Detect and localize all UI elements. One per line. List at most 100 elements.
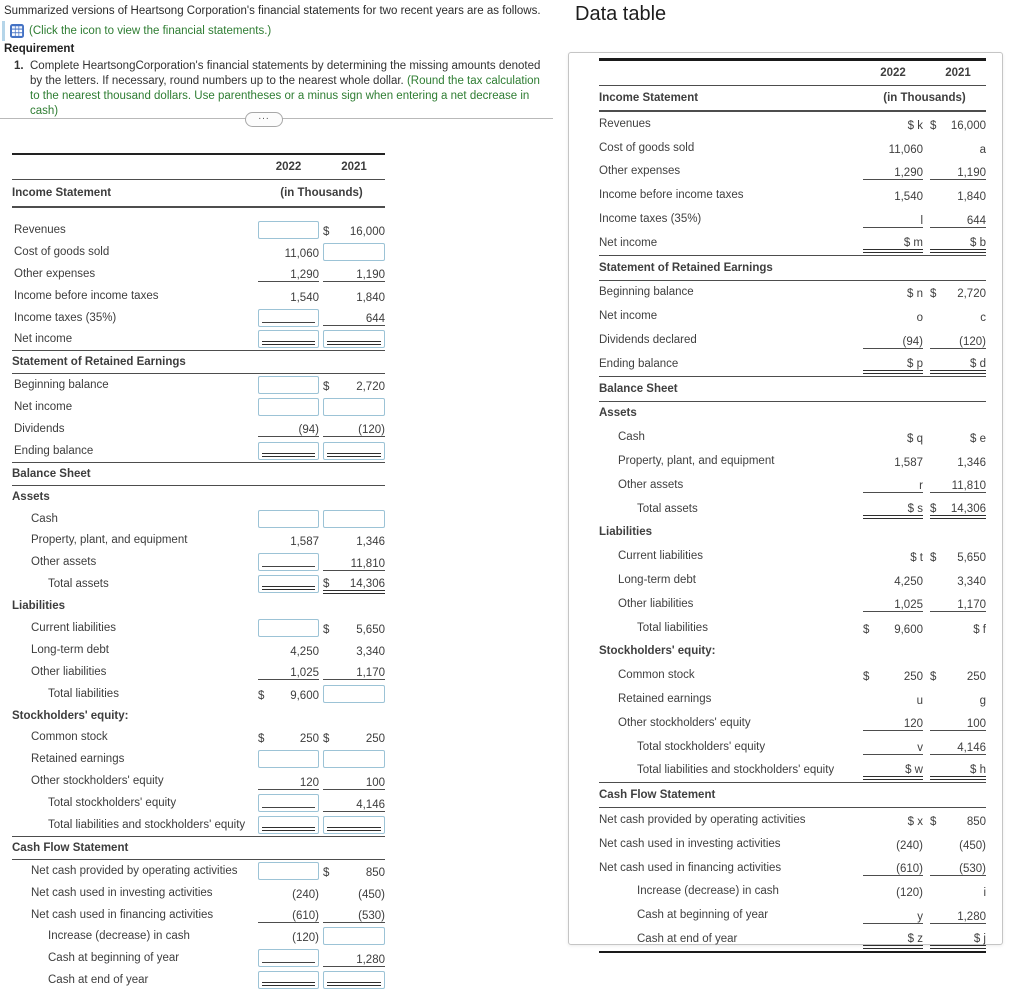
value-cell: $ w xyxy=(863,760,923,781)
cell-value: $ b xyxy=(970,236,986,249)
table-row: Total assets $ s $14,306 xyxy=(599,497,986,521)
answer-input[interactable] xyxy=(258,618,319,637)
table-row: Other assets r 11,810 xyxy=(599,473,986,497)
cell-value: (120) xyxy=(959,335,986,348)
table-row: Cash at end of year $ z $ j xyxy=(599,927,986,951)
table-row: Cost of goods sold 11,060 a xyxy=(599,136,986,160)
row-label: Other expenses xyxy=(599,165,681,178)
answer-input[interactable] xyxy=(323,441,385,460)
double-rule-mark xyxy=(327,826,381,831)
value-cell: 1,540 xyxy=(863,187,923,203)
row-label: Income taxes (35%) xyxy=(14,311,117,324)
requirement-number: 1. xyxy=(14,60,24,72)
row-label: Income before income taxes xyxy=(14,289,159,302)
double-rule-mark xyxy=(327,341,381,346)
table-row: Total stockholders' equity v 4,146 xyxy=(599,735,986,759)
row-label: Other expenses xyxy=(14,267,96,280)
subsection-header-row: Stockholders' equity: xyxy=(12,709,129,722)
cell-value: (610) xyxy=(292,910,319,923)
view-statements-label: (Click the icon to view the financial st… xyxy=(29,25,272,37)
cell-value: 1,346 xyxy=(957,457,986,470)
answer-input[interactable] xyxy=(323,815,385,834)
value-cell: (610) xyxy=(258,906,319,924)
value-cell: 1,587 xyxy=(863,453,923,469)
answer-input[interactable] xyxy=(323,509,385,528)
view-statements-link: (Click the icon to view the financial st… xyxy=(2,21,271,41)
subsection-header-row: Stockholders' equity: xyxy=(599,645,716,658)
row-label: Total assets xyxy=(637,502,698,515)
row-label: Other liabilities xyxy=(31,665,107,678)
subsection-header-row: Liabilities xyxy=(599,526,653,539)
value-cell: $250 xyxy=(258,729,319,745)
answer-input[interactable] xyxy=(258,553,319,572)
double-rule-mark xyxy=(327,452,381,457)
answer-input[interactable] xyxy=(258,220,319,239)
table-row: Other expenses 1,290 1,190 xyxy=(599,160,986,184)
answer-input[interactable] xyxy=(323,971,385,990)
row-label: Total stockholders' equity xyxy=(637,740,766,753)
value-cell: $ e xyxy=(930,429,986,445)
section-header-row: Balance Sheet xyxy=(12,461,385,486)
value-cell: 1,190 xyxy=(323,265,385,283)
answer-input[interactable] xyxy=(323,684,385,703)
answer-input[interactable] xyxy=(323,242,385,261)
row-label: Total liabilities and stockholders' equi… xyxy=(48,818,246,831)
answer-input[interactable] xyxy=(258,861,319,880)
answer-input[interactable] xyxy=(323,398,385,417)
double-rule-mark xyxy=(262,586,315,591)
value-cell: 1,170 xyxy=(930,595,986,613)
value-cell: 1,290 xyxy=(863,163,923,180)
value-cell: 644 xyxy=(323,309,385,326)
answer-input[interactable] xyxy=(258,509,319,528)
row-label: Retained earnings xyxy=(618,693,712,706)
cell-value: 5,650 xyxy=(356,623,385,636)
answer-input[interactable] xyxy=(258,376,319,395)
answer-input[interactable] xyxy=(258,794,319,813)
answer-input[interactable] xyxy=(323,927,385,946)
subsection-header-row: Liabilities xyxy=(12,600,66,613)
double-rule-mark xyxy=(262,982,315,987)
table-row: Ending balance xyxy=(12,440,385,462)
answer-input[interactable] xyxy=(323,330,385,349)
answer-input[interactable] xyxy=(258,308,319,327)
section-header-row: Balance Sheet xyxy=(599,375,986,402)
column-header: 2022 xyxy=(275,161,302,173)
table-row: Income before income taxes 1,540 1,840 xyxy=(12,285,385,307)
answer-input[interactable] xyxy=(258,441,319,460)
subsection-header-row: Assets xyxy=(12,490,50,503)
value-cell: 11,810 xyxy=(323,554,385,571)
cell-value: 250 xyxy=(299,733,319,746)
collapse-handle-button[interactable]: ... xyxy=(245,112,283,127)
value-cell xyxy=(258,815,319,834)
value-cell: $ k xyxy=(863,116,923,132)
problem-panel: Summarized versions of Heartsong Corpora… xyxy=(0,5,553,990)
panel-divider: ... xyxy=(0,112,553,127)
table-row: Net cash used in financing activities (61… xyxy=(12,904,385,926)
answer-input[interactable] xyxy=(258,330,319,349)
answer-input[interactable] xyxy=(323,750,385,769)
row-label: Cash xyxy=(618,431,645,444)
answer-input[interactable] xyxy=(258,575,319,594)
value-cell xyxy=(258,509,319,528)
row-label: Cash at beginning of year xyxy=(48,952,180,965)
table-row: Cash xyxy=(12,508,385,530)
answer-input[interactable] xyxy=(258,971,319,990)
financial-statements-table-icon[interactable] xyxy=(10,24,24,38)
answer-input[interactable] xyxy=(258,398,319,417)
row-label: Increase (decrease) in cash xyxy=(48,930,190,943)
cell-value: 1,025 xyxy=(290,667,319,680)
row-label: Cost of goods sold xyxy=(14,245,110,258)
answer-input[interactable] xyxy=(258,750,319,769)
value-cell xyxy=(323,441,385,460)
value-cell: $5,650 xyxy=(930,548,986,564)
cell-value: 100 xyxy=(966,718,986,731)
cell-value: 4,250 xyxy=(290,645,319,658)
answer-input[interactable] xyxy=(258,815,319,834)
table-row: Net income xyxy=(12,396,385,418)
cell-value: l xyxy=(920,214,923,227)
cell-value: (530) xyxy=(959,863,986,876)
value-cell: 1,170 xyxy=(323,663,385,681)
value-cell: $ s xyxy=(863,499,923,519)
value-cell: (94) xyxy=(863,332,923,349)
cell-value: 3,340 xyxy=(356,645,385,658)
